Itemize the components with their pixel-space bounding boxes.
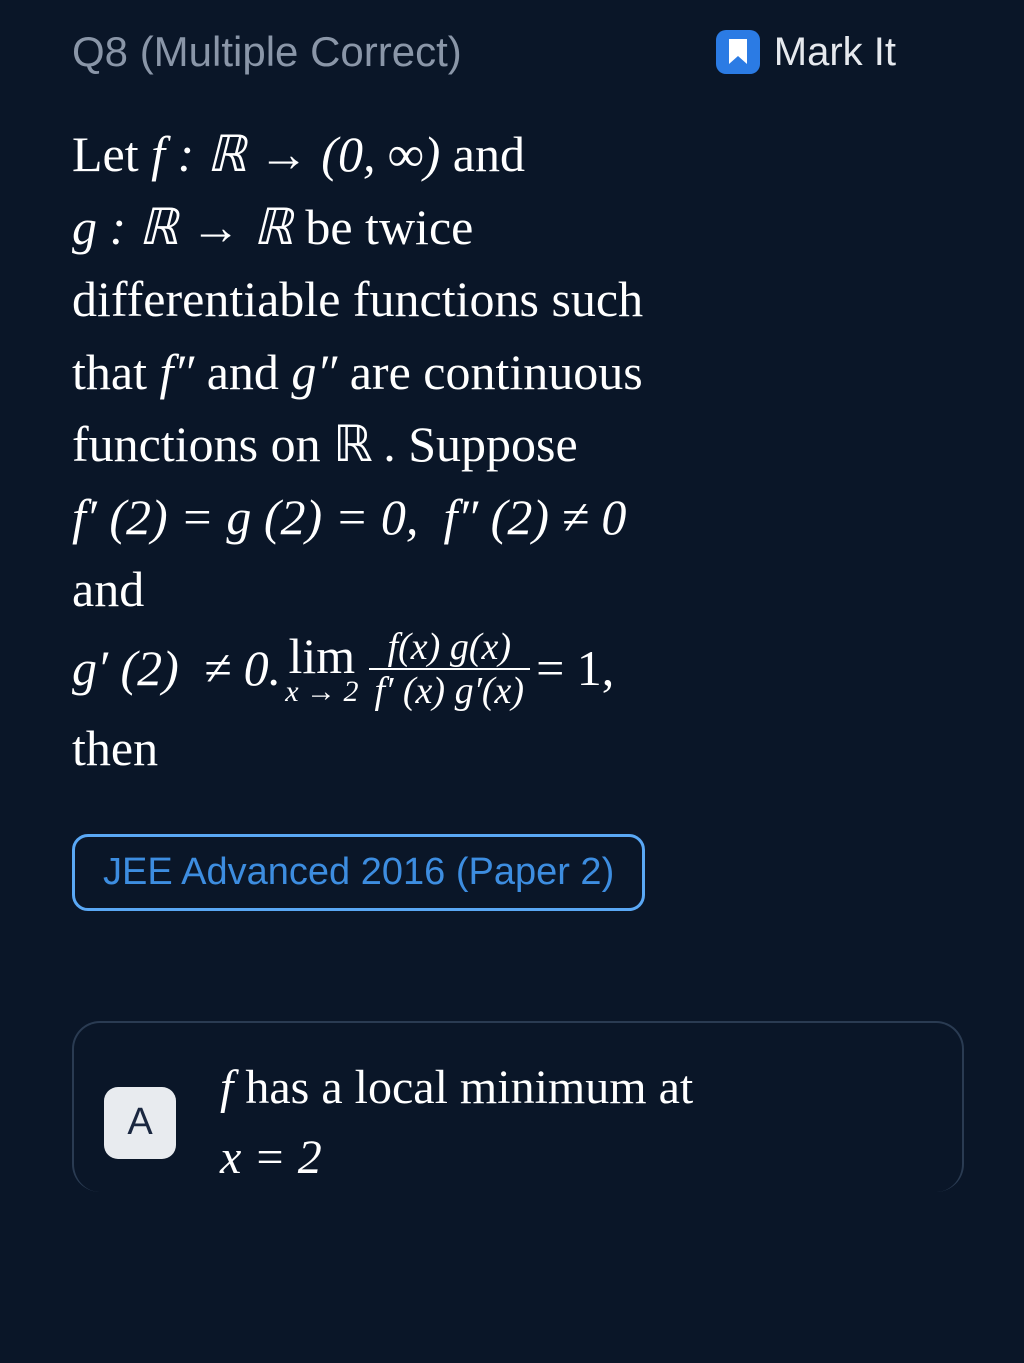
math-reals: ℝ xyxy=(333,416,371,472)
math-limit: lim x → 2 xyxy=(285,631,358,707)
fraction-denominator: f′ (x) g′(x) xyxy=(369,670,531,712)
text-segment: that xyxy=(72,344,159,400)
math-gdd: g″ xyxy=(291,344,337,400)
mark-it-label: Mark It xyxy=(774,30,896,75)
text-line: differentiable functions such xyxy=(72,263,964,336)
text-segment: and xyxy=(194,344,291,400)
math-fraction: f(x) g(x) f′ (x) g′(x) xyxy=(369,626,531,712)
text-segment: . Suppose xyxy=(371,416,578,472)
lim-sub: x → 2 xyxy=(285,677,358,707)
math-f-map: f : ℝ → (0, ∞) xyxy=(151,126,440,182)
math-f: f xyxy=(220,1061,233,1114)
text-line: then xyxy=(72,712,964,785)
math-cond1: f′ (2) = g (2) = 0, f″ (2) ≠ 0 xyxy=(72,489,626,545)
mark-it-group[interactable]: Mark It xyxy=(716,30,896,75)
math-g-map: g : ℝ → ℝ xyxy=(72,199,293,255)
text-segment: functions on xyxy=(72,416,333,472)
math-eq-one: = 1, xyxy=(536,632,614,705)
option-letter: A xyxy=(104,1087,176,1159)
math-x-eq-2: x = 2 xyxy=(220,1131,322,1184)
question-number-label: Q8 (Multiple Correct) xyxy=(72,28,462,76)
lim-label: lim xyxy=(289,631,356,681)
text-segment: be twice xyxy=(293,199,473,255)
text-segment: Let xyxy=(72,126,151,182)
text-line: and xyxy=(72,553,964,626)
text-segment: has a local minimum at xyxy=(233,1061,693,1114)
question-header: Q8 (Multiple Correct) Mark It xyxy=(72,28,964,76)
text-segment: are continuous xyxy=(337,344,642,400)
question-screen: Q8 (Multiple Correct) Mark It Let f : ℝ … xyxy=(0,0,1024,1363)
option-text: f has a local minimum at x = 2 xyxy=(220,1053,693,1192)
math-fdd: f″ xyxy=(159,344,194,400)
math-gprime: g′ (2) ≠ 0. xyxy=(72,632,281,705)
fraction-numerator: f(x) g(x) xyxy=(382,626,517,668)
question-body: Let f : ℝ → (0, ∞) and g : ℝ → ℝ be twic… xyxy=(72,118,964,784)
bookmark-icon[interactable] xyxy=(716,30,760,74)
text-segment: and xyxy=(440,126,525,182)
source-tag[interactable]: JEE Advanced 2016 (Paper 2) xyxy=(72,834,645,911)
option-a-card[interactable]: A f has a local minimum at x = 2 xyxy=(72,1021,964,1192)
